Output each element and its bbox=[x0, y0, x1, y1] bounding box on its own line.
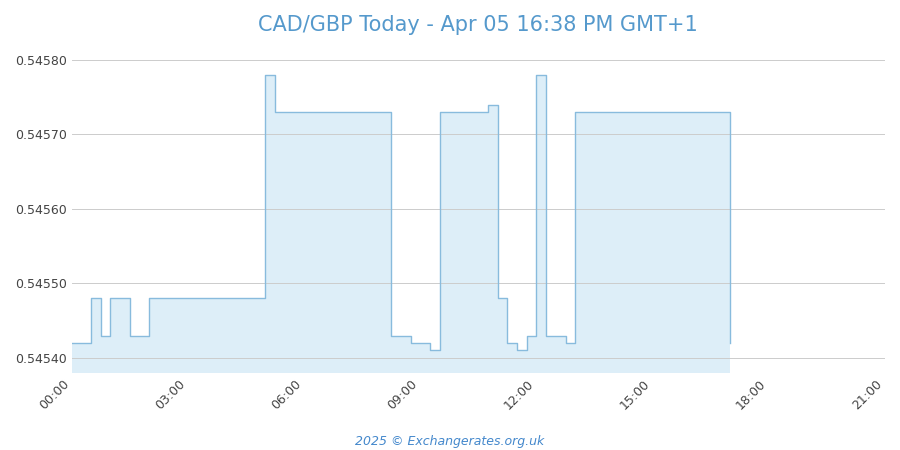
Title: CAD/GBP Today - Apr 05 16:38 PM GMT+1: CAD/GBP Today - Apr 05 16:38 PM GMT+1 bbox=[258, 15, 698, 35]
Text: 2025 © Exchangerates.org.uk: 2025 © Exchangerates.org.uk bbox=[356, 436, 544, 449]
